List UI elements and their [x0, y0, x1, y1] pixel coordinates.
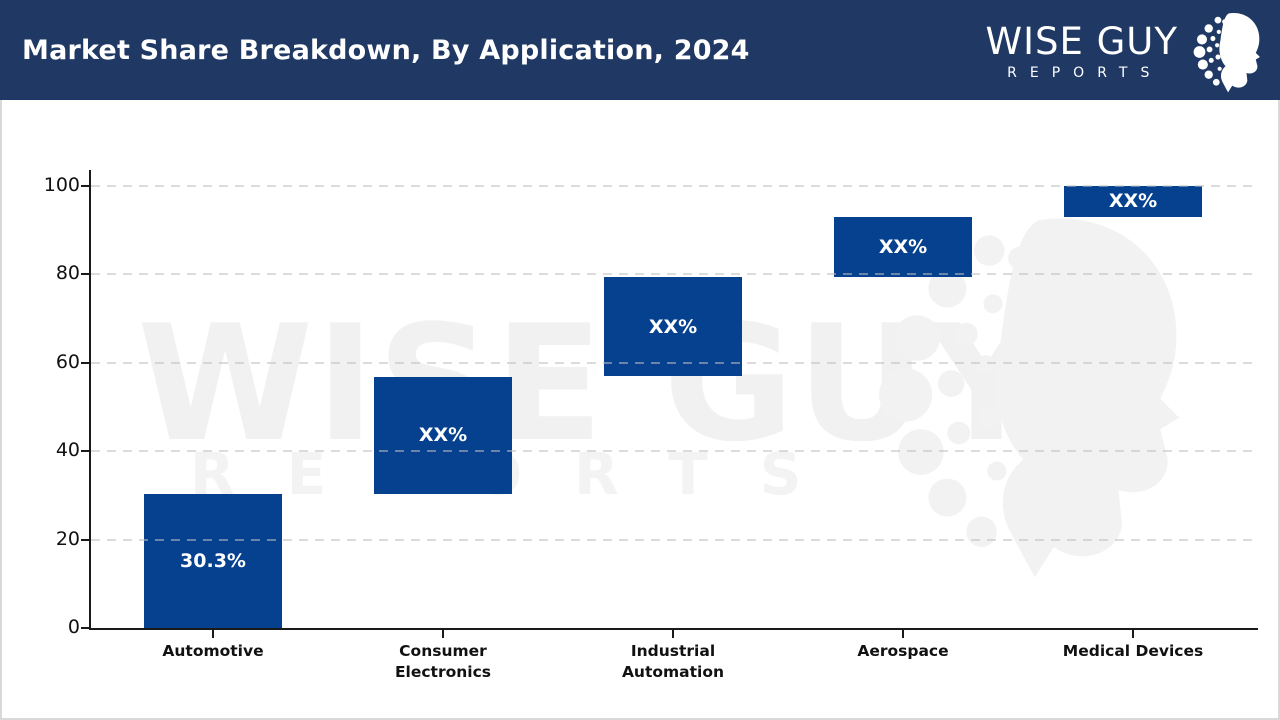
wiseguy-face-icon — [1180, 10, 1266, 94]
bar-value-label: XX% — [1108, 190, 1158, 213]
y-axis-spine — [89, 170, 91, 630]
wiseguy-logo: WISE GUY REPORTS — [986, 10, 1266, 94]
bar-medical-devices: XX% — [1064, 186, 1202, 217]
bar-value-label: XX% — [878, 235, 928, 258]
x-tick — [212, 630, 214, 638]
y-tick — [81, 361, 89, 364]
bar-value-label: XX% — [648, 315, 698, 338]
x-tick — [1132, 630, 1134, 638]
y-tick — [81, 185, 89, 187]
y-tick-label: 0 — [67, 616, 80, 638]
gridline — [91, 538, 1255, 541]
x-tick — [442, 630, 444, 638]
gridline — [91, 361, 1255, 364]
logo-text-reports: REPORTS — [1007, 64, 1163, 81]
gridline — [91, 450, 1255, 453]
y-tick-label: 100 — [43, 174, 80, 196]
x-axis-spine — [89, 628, 1258, 630]
y-tick-label: 40 — [55, 439, 80, 462]
chart-area: WISE GUY REPORTS 30.3% XX% XX% XX% XX% 0 20 40 6… — [2, 100, 1278, 718]
y-tick — [81, 273, 89, 276]
logo-text-wise-guy: WISE GUY — [985, 20, 1178, 64]
chart-title: Market Share Breakdown, By Application, … — [22, 34, 750, 66]
x-category-label: Consumer Electronics — [394, 642, 492, 681]
header-bar: Market Share Breakdown, By Application, … — [0, 0, 1280, 100]
watermark-text-wise-guy: WISE GUY — [137, 290, 1047, 477]
x-category-label: Industrial Automation — [621, 642, 725, 681]
bar-value-label: XX% — [418, 424, 468, 447]
y-tick — [81, 627, 89, 629]
x-category-label: Automotive — [162, 642, 264, 660]
y-tick-label: 60 — [55, 350, 80, 373]
y-tick — [81, 450, 89, 453]
x-category-label: Medical Devices — [1062, 642, 1204, 660]
y-tick-label: 20 — [55, 527, 80, 550]
bar-automotive: 30.3% — [144, 494, 282, 628]
gridline — [91, 185, 1255, 187]
x-tick — [672, 630, 674, 638]
bar-aerospace: XX% — [834, 216, 972, 278]
y-tick — [81, 538, 89, 541]
x-category-label: Aerospace — [857, 642, 949, 660]
bar-consumer-electronics: XX% — [374, 376, 512, 495]
y-tick-label: 80 — [55, 262, 80, 285]
gridline — [91, 273, 1255, 276]
bar-industrial-automation: XX% — [604, 277, 742, 377]
bar-value-label: 30.3% — [180, 550, 246, 573]
x-tick — [902, 630, 904, 638]
logo-wordmark: WISE GUY REPORTS — [985, 20, 1178, 81]
